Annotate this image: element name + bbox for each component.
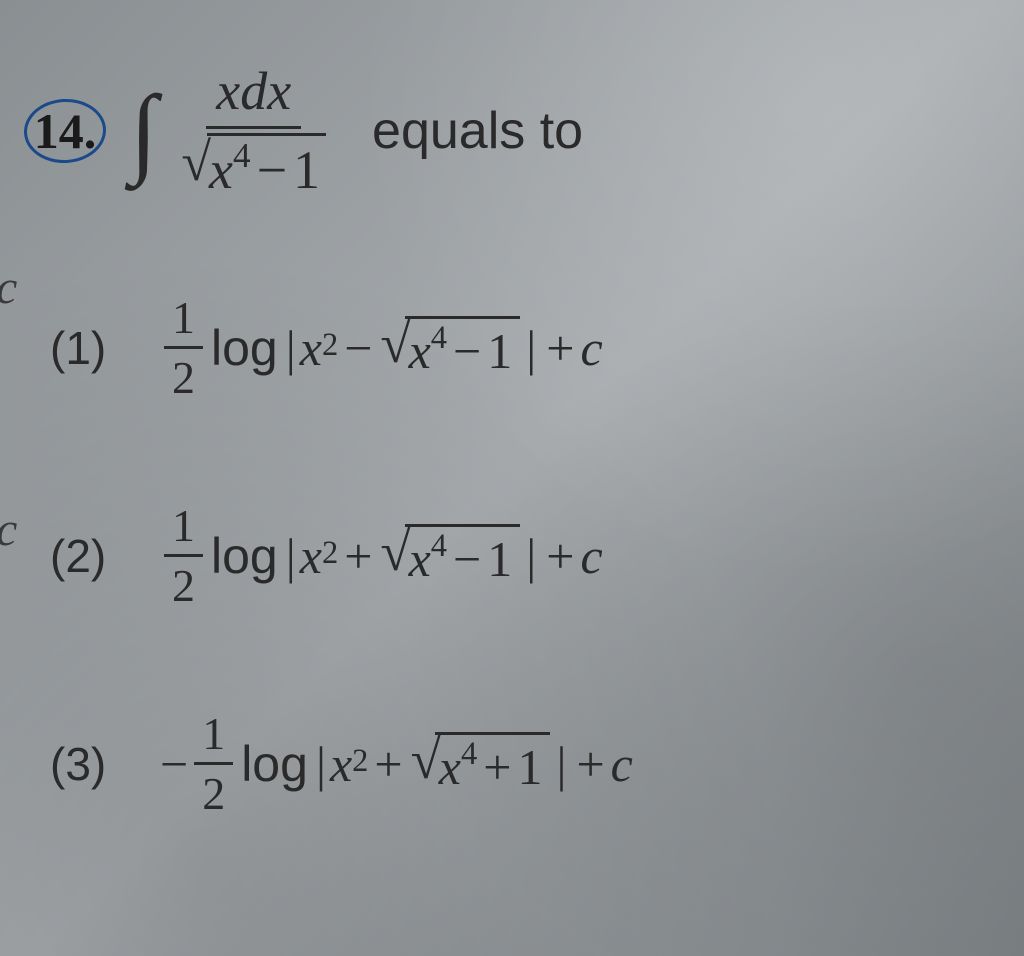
option-2-coef-den: 2	[164, 557, 203, 612]
option-1-coef-den: 2	[164, 349, 203, 404]
option-expr-3: − 1 2 log | x2 + √ x4+1 | + c	[160, 707, 633, 820]
integral-expression: ∫ xdx √ x4−1 equals to	[130, 60, 583, 201]
denom-minus: −	[257, 140, 287, 200]
option-1-sqrt-sign-icon: √	[380, 312, 410, 375]
option-3-sqrt-body: x4+1	[435, 732, 551, 796]
numerator-diff: dx	[240, 61, 291, 121]
option-2-plus: +	[546, 527, 574, 585]
option-2-sqrt: √ x4−1	[380, 524, 520, 588]
option-2-x-var: x	[300, 527, 322, 585]
option-2-inner-sign: +	[344, 527, 372, 585]
option-2-sqrt-const: 1	[487, 531, 512, 587]
option-1-coef-num: 1	[164, 291, 203, 349]
denom-var: x	[209, 140, 233, 200]
option-1-sqrt-sign: −	[453, 323, 481, 379]
option-2-sqrt-sign: −	[453, 531, 481, 587]
option-label-2: (2)	[50, 529, 130, 583]
option-3-sqrt-sign-icon: √	[411, 728, 441, 791]
option-3-coef-den: 2	[194, 765, 233, 820]
option-1-inner-sign: −	[344, 319, 372, 377]
question-number-container: 14.	[20, 95, 110, 167]
denom-exp: 4	[233, 136, 251, 175]
sqrt-sign-icon: √	[181, 131, 211, 193]
sqrt-container: √ x4−1	[181, 133, 326, 201]
option-row-2: (2) 1 2 log | x2 + √ x4−1 | + c	[50, 499, 964, 612]
option-3-inner-sign: +	[374, 735, 402, 793]
option-2-log: log	[211, 527, 278, 585]
option-1-coef-fraction: 1 2	[164, 291, 203, 404]
option-1-sqrt-const: 1	[487, 323, 512, 379]
option-2-constant: c	[580, 527, 602, 585]
option-label-3: (3)	[50, 737, 130, 791]
sqrt-body: x4−1	[207, 133, 326, 201]
option-expr-1: 1 2 log | x2 − √ x4−1 | + c	[160, 291, 603, 404]
option-3-sqrt-sign: +	[483, 739, 511, 795]
option-3-coef-num: 1	[194, 707, 233, 765]
option-3-log: log	[241, 735, 308, 793]
option-2-sqrt-body: x4−1	[405, 524, 521, 588]
option-1-plus: +	[546, 319, 574, 377]
option-3-abs-close: |	[556, 735, 566, 793]
option-2-sqrt-exp: 4	[431, 528, 447, 564]
option-row-3: (3) − 1 2 log | x2 + √ x4+1 | +	[50, 707, 964, 820]
option-row-1: (1) 1 2 log | x2 − √ x4−1 | + c	[50, 291, 964, 404]
option-2-sqrt-var: x	[409, 531, 431, 587]
integral-sign-icon: ∫	[130, 73, 157, 188]
option-1-abs-open: |	[286, 319, 296, 377]
question-number: 14.	[34, 102, 97, 160]
option-1-sqrt-body: x4−1	[405, 316, 521, 380]
option-3-x-var: x	[330, 735, 352, 793]
option-3-plus: +	[576, 735, 604, 793]
option-3-x-exp: 2	[352, 743, 368, 780]
option-3-sqrt-var: x	[439, 739, 461, 795]
option-3-sqrt: √ x4+1	[411, 732, 551, 796]
option-1-abs-close: |	[526, 319, 536, 377]
option-1-x-exp: 2	[322, 327, 338, 364]
option-3-sqrt-const: 1	[517, 739, 542, 795]
option-1-constant: c	[580, 319, 602, 377]
integral-fraction: xdx √ x4−1	[171, 60, 336, 201]
option-3-constant: c	[611, 735, 633, 793]
option-3-sqrt-exp: 4	[461, 736, 477, 772]
option-2-sqrt-sign-icon: √	[380, 520, 410, 583]
option-1-sqrt-var: x	[409, 323, 431, 379]
denom-const: 1	[293, 140, 320, 200]
numerator-var: x	[216, 61, 240, 121]
option-1-sqrt-exp: 4	[431, 320, 447, 356]
left-edge-label-c1: c	[0, 260, 17, 315]
page-container: c c 14. ∫ xdx √ x4−1	[0, 0, 1024, 956]
option-2-x-exp: 2	[322, 535, 338, 572]
option-3-coef-fraction: 1 2	[194, 707, 233, 820]
option-2-abs-close: |	[526, 527, 536, 585]
option-3-abs-open: |	[316, 735, 326, 793]
left-edge-label-c2: c	[0, 502, 17, 557]
option-label-1: (1)	[50, 321, 130, 375]
option-1-log: log	[211, 319, 278, 377]
question-row: 14. ∫ xdx √ x4−1 equals to	[20, 60, 964, 201]
integral-denominator: √ x4−1	[171, 129, 336, 201]
option-1-x-var: x	[300, 319, 322, 377]
option-2-abs-open: |	[286, 527, 296, 585]
integral-numerator: xdx	[206, 60, 301, 129]
option-3-negative: −	[160, 735, 188, 793]
option-expr-2: 1 2 log | x2 + √ x4−1 | + c	[160, 499, 603, 612]
option-2-coef-fraction: 1 2	[164, 499, 203, 612]
option-2-coef-num: 1	[164, 499, 203, 557]
equals-to-text: equals to	[372, 101, 583, 161]
options-container: (1) 1 2 log | x2 − √ x4−1 | + c	[50, 291, 964, 820]
option-1-sqrt: √ x4−1	[380, 316, 520, 380]
